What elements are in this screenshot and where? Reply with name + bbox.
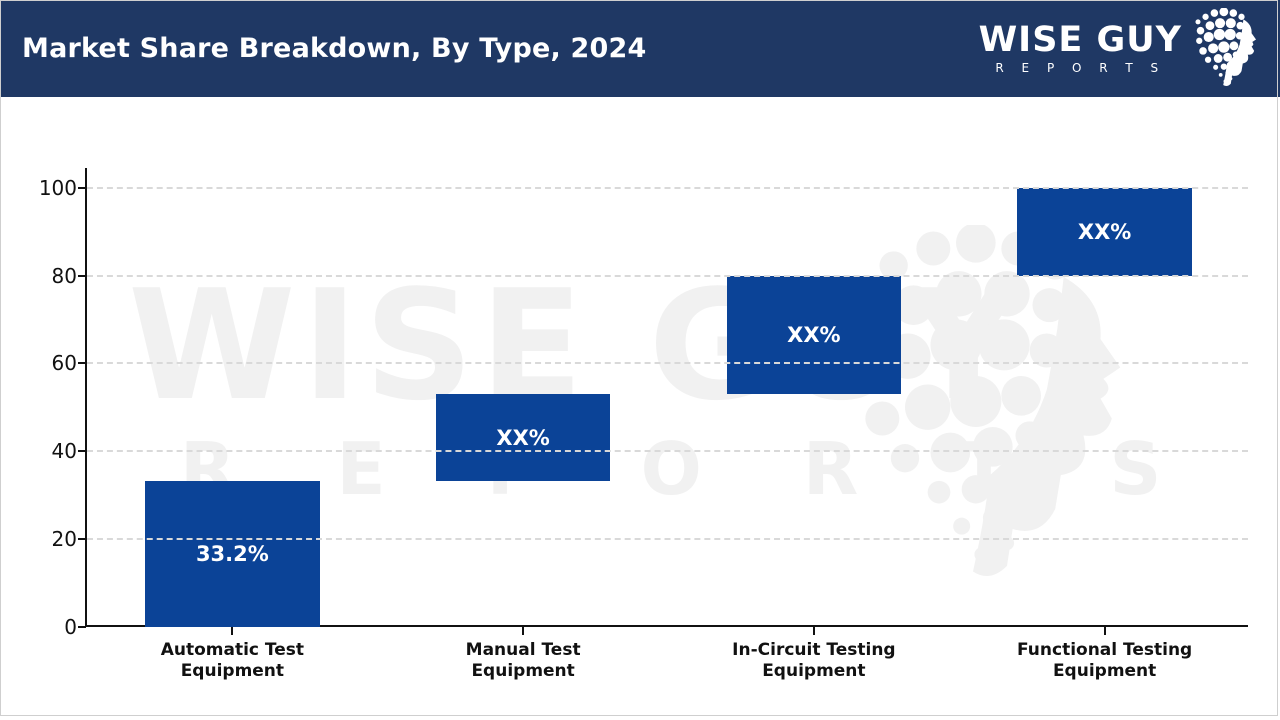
bar-value-label-1: 33.2% <box>195 542 269 567</box>
y-tick-mark-60 <box>78 362 86 365</box>
y-tick-mark-0 <box>78 626 86 628</box>
x-category-label-2: Manual Test Equipment <box>403 640 643 683</box>
watermark-head-icon <box>848 225 1121 577</box>
x-tick-mark-2 <box>522 627 525 635</box>
brand-name: WISE GUY <box>978 19 1182 60</box>
y-tick-mark-20 <box>78 538 86 541</box>
x-tick-mark-4 <box>1103 627 1106 635</box>
bar-value-label-2: XX% <box>496 425 550 450</box>
x-category-label-line: Equipment <box>180 661 285 682</box>
header-bar: Market Share Breakdown, By Type, 2024 WI… <box>0 0 1280 97</box>
chart-region: WISE GUY R E P O R T S 0 20 40 60 80 100 33.2%… <box>0 97 1280 717</box>
gridline-80 <box>87 274 1248 277</box>
brand-logo: WISE GUY R E P O R T S <box>978 7 1280 90</box>
waterfall-bar-4 <box>1017 187 1192 277</box>
x-category-label-3: In-Circuit Testing Equipment <box>694 640 934 683</box>
gridline-60 <box>87 362 1248 365</box>
y-tick-label-60: 60 <box>51 351 77 376</box>
x-category-label-line: In-Circuit Testing <box>732 640 896 660</box>
gridline-20 <box>87 538 1248 541</box>
bar-value-label-4: XX% <box>1077 220 1132 245</box>
plot-area: 0 20 40 60 80 100 33.2% Automatic Test Equipment… <box>39 168 1248 681</box>
y-tick-label-20: 20 <box>51 527 77 552</box>
x-category-label-1: Automatic Test Equipment <box>112 640 352 683</box>
x-category-label-line: Functional Testing <box>1017 640 1193 660</box>
y-tick-mark-100 <box>78 186 86 189</box>
x-category-label-line: Equipment <box>1052 661 1157 682</box>
x-category-label-line: Equipment <box>762 661 866 682</box>
x-category-label-4: Functional Testing Equipment <box>985 640 1225 683</box>
y-tick-mark-40 <box>78 450 86 453</box>
x-category-label-line: Manual Test <box>465 640 581 660</box>
page-title: Market Share Breakdown, By Type, 2024 <box>22 33 647 64</box>
waterfall-bar-2 <box>435 394 611 482</box>
waterfall-bar-3 <box>726 276 902 395</box>
gridline-40 <box>87 450 1248 453</box>
gridline-100 <box>87 186 1248 189</box>
dotted-head-icon <box>1195 7 1257 86</box>
bar-value-label-3: XX% <box>787 323 841 348</box>
y-tick-label-80: 80 <box>51 263 77 288</box>
brand-logo-text: WISE GUY R E P O R T S <box>978 19 1182 75</box>
x-tick-mark-3 <box>812 627 815 635</box>
y-tick-label-40: 40 <box>51 439 77 464</box>
x-tick-mark-1 <box>231 627 234 635</box>
y-tick-mark-80 <box>78 274 86 277</box>
brand-subtitle: R E P O R T S <box>995 60 1166 75</box>
y-tick-label-0: 0 <box>64 615 77 639</box>
x-category-label-line: Automatic Test <box>160 640 305 660</box>
x-category-label-line: Equipment <box>471 661 575 682</box>
waterfall-bar-1 <box>145 481 320 627</box>
y-tick-label-100: 100 <box>38 175 77 200</box>
